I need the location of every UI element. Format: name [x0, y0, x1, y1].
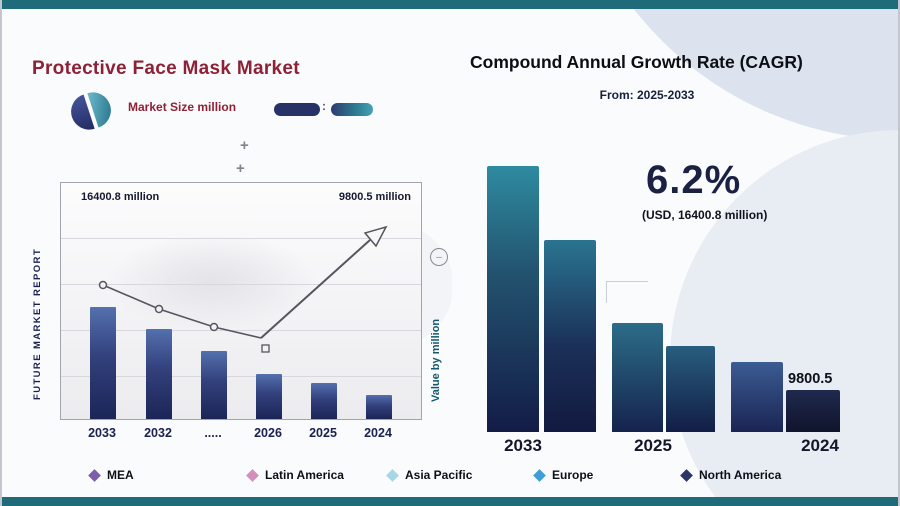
cagr-x-label: 2024 [801, 436, 839, 455]
market-size-x-label: 2025 [309, 426, 337, 440]
legend-item-europe: Europe [533, 466, 594, 484]
top-accent-bar [2, 0, 898, 9]
legend-label: Asia Pacific [405, 468, 473, 482]
market-size-chart: 16400.8 million 9800.5 million [60, 182, 422, 420]
legend-item-north-america: North America [680, 466, 782, 484]
cagr-bar-2025-series-a [612, 323, 663, 432]
cagr-x-axis: 2033 2025 2024 [462, 436, 892, 460]
page-title: Protective Face Mask Market [32, 58, 300, 79]
legend-diamond-icon [88, 468, 101, 482]
market-size-x-label: 2032 [144, 426, 172, 440]
legend-item-latin-america: Latin America [246, 466, 344, 484]
market-size-bars [61, 183, 421, 419]
market-size-x-label: 2026 [254, 426, 282, 440]
legend-diamond-icon [386, 468, 399, 482]
legend-item-asia-pacific: Asia Pacific [386, 466, 473, 484]
legend-diamond-icon [533, 468, 546, 482]
cagr-bar-2033-series-b [544, 240, 596, 432]
market-size-bar-2033 [90, 307, 116, 419]
cagr-x-label: 2025 [634, 436, 672, 455]
market-size-x-label: 2024 [364, 426, 392, 440]
legend-label: North America [699, 468, 782, 482]
cagr-rate-note: (USD, 16400.8 million) [642, 208, 768, 222]
value-callout-2024: 9800.5 [788, 371, 833, 387]
navy-pill-icon [274, 103, 320, 116]
market-size-bar-2026 [256, 374, 282, 419]
pill-separator: : [322, 99, 326, 113]
market-size-x-label: 2033 [88, 426, 116, 440]
chart-gridlines [61, 238, 421, 378]
cagr-rate-value: 6.2% [646, 158, 742, 202]
market-size-x-axis: 2033 2032..... 2026 2025 2024 [60, 426, 422, 442]
market-size-bar-2024 [366, 395, 392, 419]
value-annotation-2033: 16400.8 million [81, 191, 160, 203]
cagr-bar-2033-series-a [487, 166, 539, 432]
market-size-legend-label: Market Size million [128, 100, 237, 114]
value-annotation-2024: 9800.5 million [338, 191, 411, 203]
plus-decor-icon: + [240, 137, 249, 154]
trend-arrow [98, 225, 388, 353]
cagr-x-label: 2033 [504, 436, 542, 455]
report-side-label: FUTURE MARKET REPORT [32, 247, 43, 401]
legend-diamond-icon [680, 468, 693, 482]
step-decor-line [606, 281, 648, 303]
market-size-bar-2025 [311, 383, 337, 419]
circled-minus-icon: – [430, 248, 448, 266]
bottom-accent-bar [2, 497, 898, 506]
cagr-bar-2024-series-a [731, 362, 783, 432]
cagr-subtitle: From: 2025-2033 [599, 88, 695, 102]
cagr-bar-2024-series-b [786, 390, 840, 432]
cagr-title: Compound Annual Growth Rate (CAGR) [470, 52, 803, 72]
legend-label: Europe [552, 468, 594, 482]
legend-item-mea: MEA [88, 466, 134, 484]
market-size-icon [64, 90, 118, 137]
cagr-bar-2025-series-b [666, 346, 715, 432]
legend-label: Latin America [265, 468, 344, 482]
legend-diamond-icon [246, 468, 259, 482]
cagr-chart-bars [462, 150, 892, 432]
market-size-x-label: ..... [204, 426, 222, 440]
value-axis-label: Value by million [430, 318, 442, 402]
market-size-bar-..... [201, 351, 227, 419]
region-legend: MEA Latin America Asia Pacific Europe North … [2, 466, 898, 486]
legend-label: MEA [107, 468, 134, 482]
plus-decor-icon: + [236, 160, 245, 177]
teal-pill-icon [331, 103, 373, 116]
market-size-bar-2032 [146, 329, 172, 419]
